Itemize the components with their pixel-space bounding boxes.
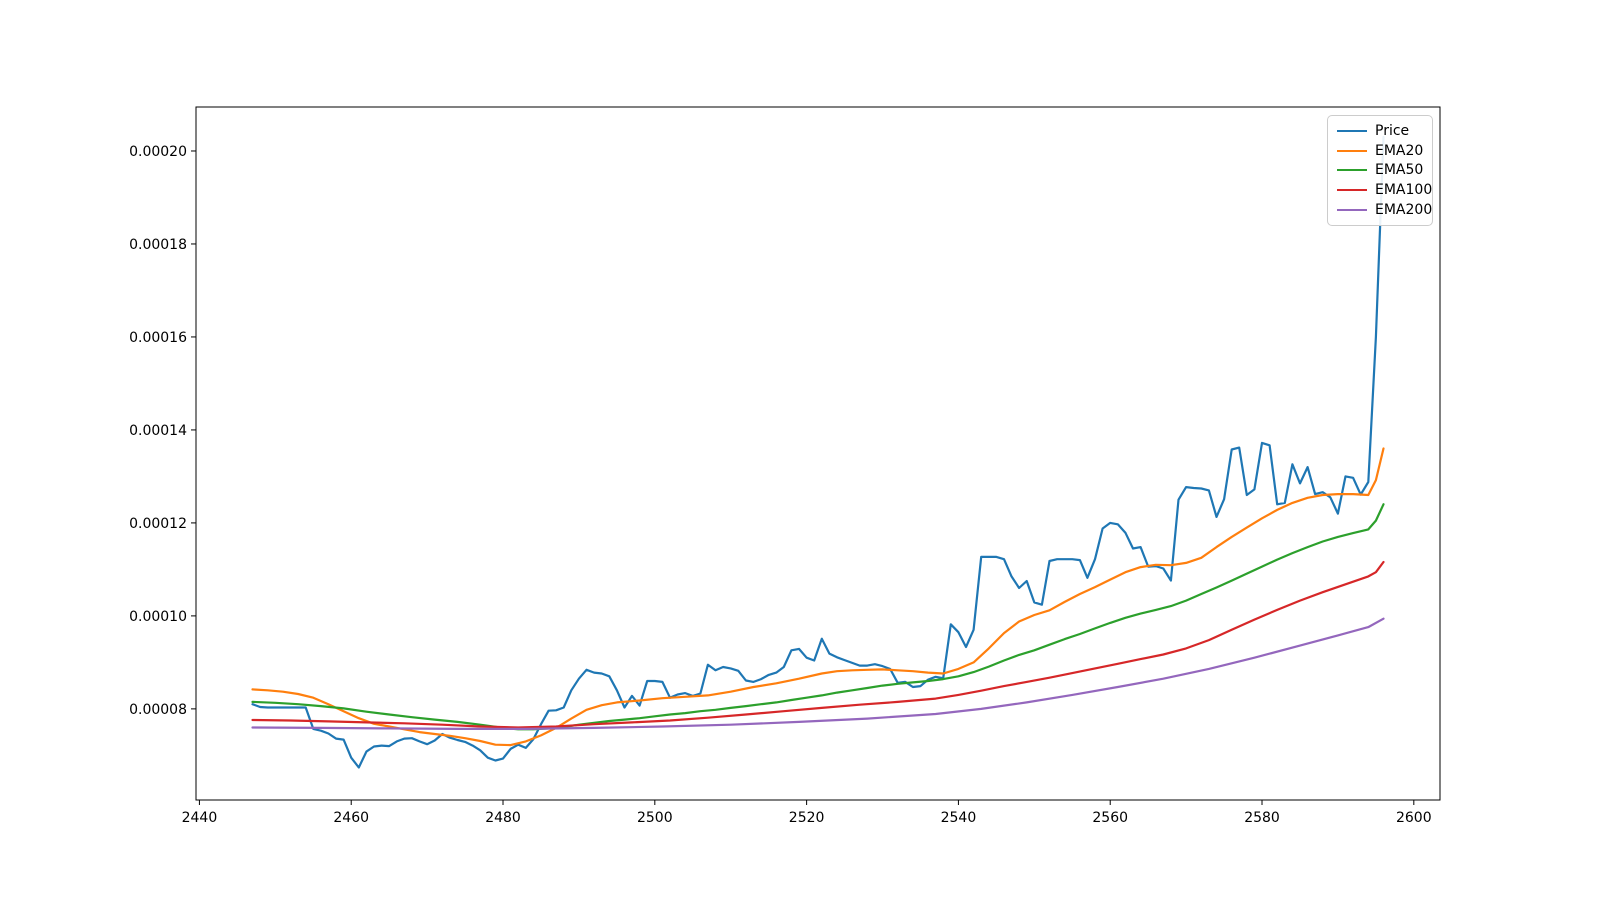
ema20-line [251,447,1385,747]
legend-label-ema50: EMA50 [1375,162,1424,179]
legend-label-ema20: EMA20 [1375,142,1424,159]
ema50-line-swatch [1337,169,1367,172]
plot-border [195,106,1441,801]
y-tick-label: 0.00014 [129,423,187,439]
y-tick-label: 0.00018 [129,237,187,253]
ema200-line-swatch [1337,209,1367,212]
ema100-line [251,560,1385,729]
legend-label-ema200: EMA200 [1375,202,1433,219]
y-tick-label: 0.00016 [129,330,187,346]
x-tick-label: 2520 [789,810,825,826]
ema100-line-swatch [1337,189,1367,192]
x-tick-label: 2540 [941,810,977,826]
legend-entry-price: Price [1337,124,1423,138]
y-tick-label: 0.00010 [129,609,187,625]
legend-entry-ema20: EMA20 [1337,144,1423,158]
chart-series-lines [251,135,1385,769]
legend-entry-ema100: EMA100 [1337,183,1432,197]
price-line [251,135,1385,769]
legend-label-price: Price [1375,122,1410,139]
x-tick-label: 2460 [333,810,369,826]
x-tick-label: 2480 [485,810,521,826]
axis-ticks: 2440 2460 2480 2500 2520 2540 2560 2580 2600 0.00… [129,144,1432,826]
x-tick-label: 2600 [1396,810,1432,826]
x-tick-label: 2580 [1244,810,1280,826]
legend-label-ema100: EMA100 [1375,182,1433,199]
price-line-swatch [1337,129,1367,132]
x-tick-label: 2560 [1092,810,1128,826]
legend-entry-ema50: EMA50 [1337,163,1423,177]
y-tick-label: 0.00012 [129,516,187,532]
y-tick-label: 0.00008 [129,702,187,718]
legend-box: Price EMA20 EMA50 EMA100 EMA200 [1327,115,1433,226]
legend-entry-ema200: EMA200 [1337,203,1432,217]
y-tick-label: 0.00020 [129,144,187,160]
x-tick-label: 2440 [182,810,218,826]
ema20-line-swatch [1337,149,1367,152]
ema200-line [251,617,1385,731]
x-tick-label: 2500 [637,810,673,826]
ema50-line [251,503,1385,731]
